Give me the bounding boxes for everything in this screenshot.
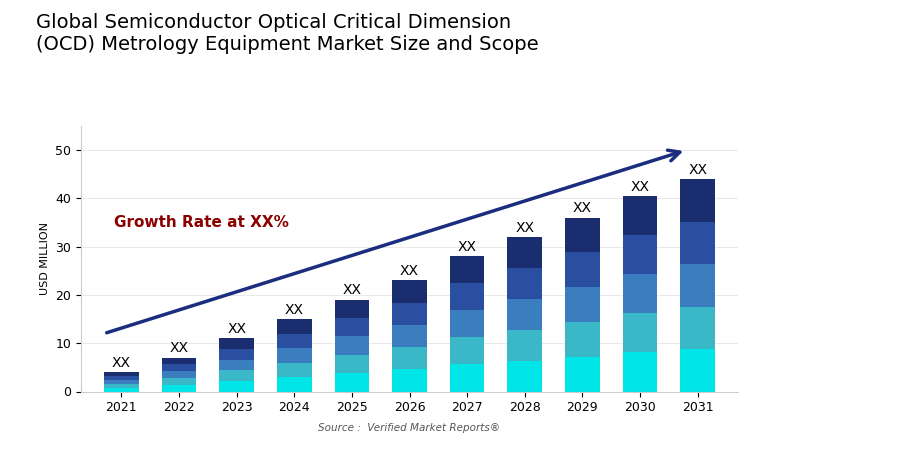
Bar bbox=[220, 349, 254, 360]
Text: Growth Rate at XX%: Growth Rate at XX% bbox=[113, 215, 289, 230]
Bar bbox=[335, 318, 369, 337]
Bar bbox=[565, 322, 599, 357]
Bar bbox=[508, 299, 542, 330]
Bar bbox=[277, 348, 311, 363]
Bar bbox=[335, 355, 369, 373]
Bar bbox=[680, 306, 715, 349]
Y-axis label: USD MILLION: USD MILLION bbox=[40, 222, 50, 295]
Bar bbox=[277, 363, 311, 377]
Text: XX: XX bbox=[112, 356, 130, 370]
Bar bbox=[277, 333, 311, 348]
Bar bbox=[162, 364, 196, 371]
Bar bbox=[392, 369, 427, 392]
Bar bbox=[277, 319, 311, 333]
Bar bbox=[565, 252, 599, 287]
Bar bbox=[392, 325, 427, 347]
Bar bbox=[162, 371, 196, 378]
Bar bbox=[104, 376, 139, 380]
Bar bbox=[508, 360, 542, 392]
Text: XX: XX bbox=[688, 163, 707, 177]
Bar bbox=[104, 380, 139, 384]
Text: XX: XX bbox=[342, 284, 362, 297]
Bar bbox=[392, 347, 427, 369]
Bar bbox=[162, 358, 196, 364]
Bar bbox=[680, 221, 715, 264]
Bar bbox=[104, 384, 139, 387]
Bar bbox=[508, 237, 542, 268]
Bar bbox=[623, 235, 657, 274]
Bar bbox=[508, 268, 542, 299]
Bar bbox=[623, 313, 657, 352]
Bar bbox=[450, 338, 484, 364]
Bar bbox=[623, 352, 657, 392]
Bar bbox=[335, 373, 369, 392]
Bar bbox=[680, 349, 715, 392]
Bar bbox=[565, 218, 599, 252]
Bar bbox=[220, 360, 254, 370]
Bar bbox=[277, 377, 311, 392]
Bar bbox=[565, 287, 599, 322]
Bar bbox=[508, 330, 542, 360]
Bar bbox=[220, 338, 254, 349]
Bar bbox=[680, 179, 715, 221]
Text: XX: XX bbox=[227, 322, 246, 336]
Text: Source :  Verified Market Reports®: Source : Verified Market Reports® bbox=[319, 423, 500, 433]
Text: XX: XX bbox=[631, 180, 650, 194]
Bar bbox=[220, 381, 254, 392]
Text: XX: XX bbox=[457, 240, 477, 254]
Bar bbox=[104, 387, 139, 392]
Bar bbox=[623, 196, 657, 235]
Bar bbox=[104, 372, 139, 376]
Bar bbox=[680, 264, 715, 306]
Text: XX: XX bbox=[169, 341, 188, 356]
Text: XX: XX bbox=[284, 303, 303, 317]
Bar bbox=[335, 300, 369, 318]
Text: XX: XX bbox=[573, 201, 592, 215]
Bar bbox=[450, 284, 484, 310]
Text: XX: XX bbox=[400, 264, 419, 278]
Bar bbox=[162, 378, 196, 385]
Text: Global Semiconductor Optical Critical Dimension
(OCD) Metrology Equipment Market: Global Semiconductor Optical Critical Di… bbox=[36, 14, 538, 54]
Bar bbox=[450, 256, 484, 284]
Bar bbox=[220, 370, 254, 381]
Bar bbox=[392, 280, 427, 303]
Text: XX: XX bbox=[516, 220, 535, 234]
Bar bbox=[450, 310, 484, 338]
Bar bbox=[335, 337, 369, 355]
Bar bbox=[450, 364, 484, 392]
Bar bbox=[565, 357, 599, 392]
Bar bbox=[392, 303, 427, 325]
Bar bbox=[162, 385, 196, 392]
Bar bbox=[623, 274, 657, 313]
